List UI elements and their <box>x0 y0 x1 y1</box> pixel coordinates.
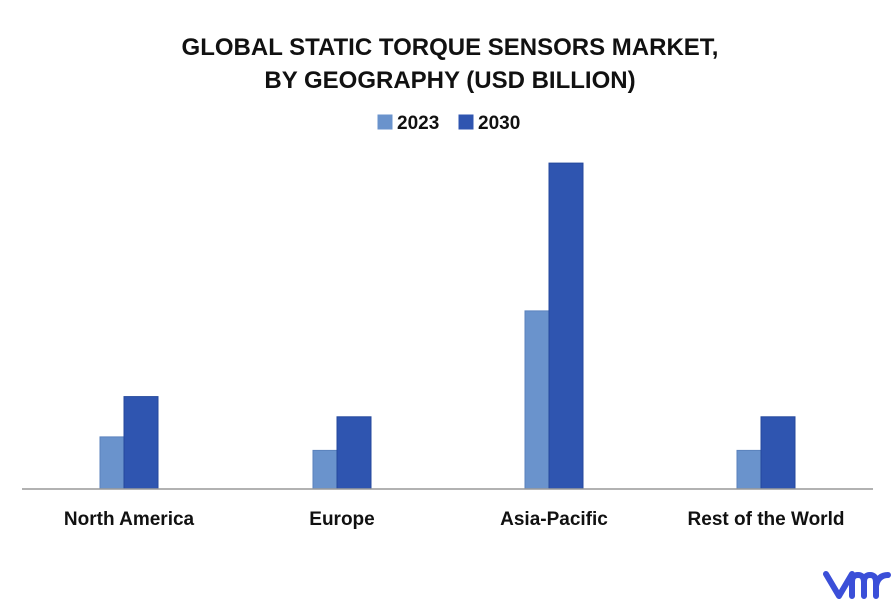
bar-north-america-2030 <box>123 396 159 490</box>
legend-swatch-2023 <box>377 114 393 130</box>
legend: 2023 2030 <box>377 113 520 134</box>
bar-asia-pacific-2023 <box>524 310 550 490</box>
bar-rest-of-the-world-2023 <box>736 449 762 490</box>
legend-label-2023: 2023 <box>397 113 439 134</box>
category-label-rest-of-the-world: Rest of the World <box>688 509 845 530</box>
legend-label-2030: 2030 <box>478 113 520 134</box>
bar-rest-of-the-world-2030 <box>760 416 796 490</box>
bars-group <box>99 162 796 490</box>
chart-title-line-2: BY GEOGRAPHY (USD BILLION) <box>264 67 635 94</box>
category-labels: North America Europe Asia-Pacific Rest o… <box>64 509 845 530</box>
legend-swatch-2030 <box>458 114 474 130</box>
bar-europe-2023 <box>312 449 338 490</box>
category-label-europe: Europe <box>309 509 374 530</box>
chart-title-line-1: GLOBAL STATIC TORQUE SENSORS MARKET, <box>182 34 719 61</box>
category-label-asia-pacific: Asia-Pacific <box>500 509 608 530</box>
bar-north-america-2023 <box>99 436 125 490</box>
vmr-logo <box>823 571 891 599</box>
bar-europe-2030 <box>336 416 372 490</box>
vmr-logo-icon <box>823 571 891 599</box>
bar-asia-pacific-2030 <box>548 162 584 490</box>
category-label-north-america: North America <box>64 509 195 530</box>
